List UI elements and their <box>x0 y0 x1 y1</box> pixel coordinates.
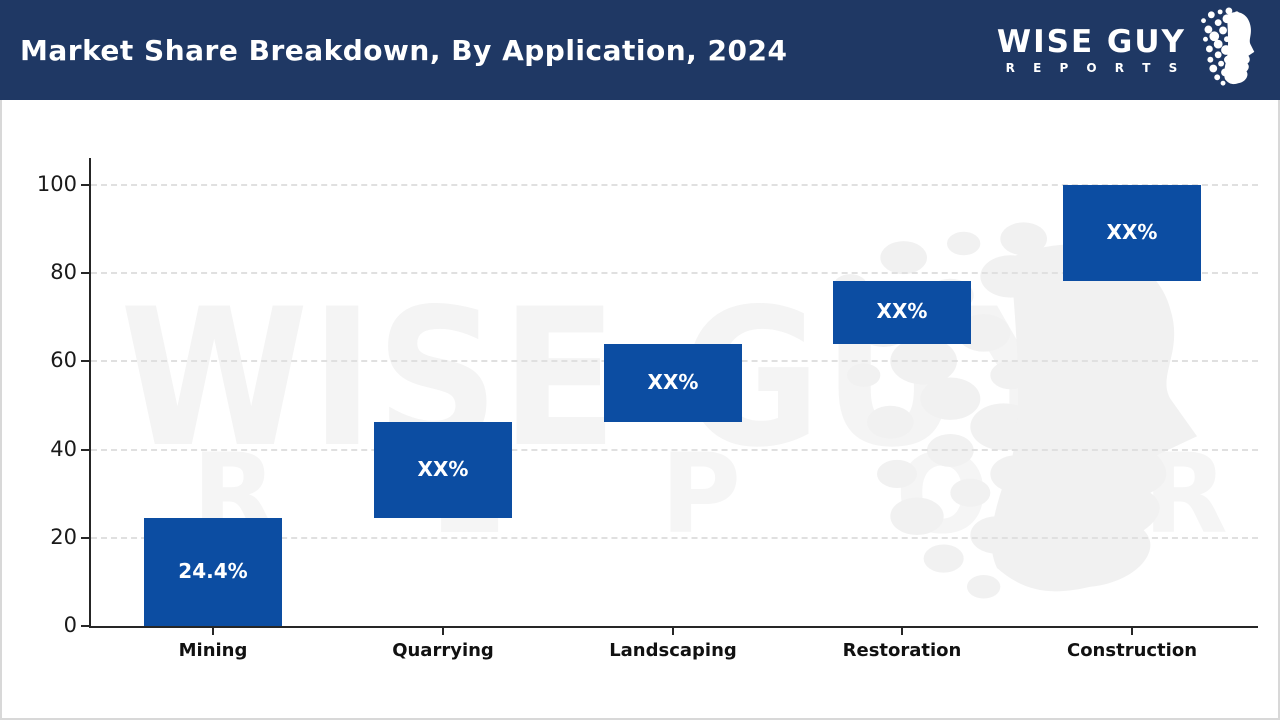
y-tick-80 <box>81 272 89 275</box>
chart-area: WISE GUY R E P O R T S 02040608010024.4%… <box>0 100 1280 720</box>
bar-value-label: XX% <box>417 457 469 482</box>
logo-subtitle: R E P O R T S <box>1005 60 1185 75</box>
x-tick-label-3: Restoration <box>842 640 962 661</box>
logo-text: WISE GUY R E P O R T S <box>996 23 1186 75</box>
y-tick-label-100: 100 <box>36 172 77 196</box>
y-tick-60 <box>81 360 89 363</box>
bar-value-label: XX% <box>1106 220 1158 245</box>
y-tick-40 <box>81 448 89 451</box>
y-tick-label-60: 60 <box>50 348 77 373</box>
y-axis <box>89 158 91 628</box>
bar-value-label: 24.4% <box>178 559 248 584</box>
gridline-100 <box>91 184 1258 186</box>
y-tick-label-20: 20 <box>50 524 77 549</box>
gridline-40 <box>91 448 1258 451</box>
x-tick-label-0: Mining <box>178 640 248 661</box>
face-profile-icon <box>1188 7 1262 93</box>
x-tick-3 <box>901 628 903 635</box>
bar-restoration <box>833 281 971 344</box>
x-tick-2 <box>672 628 674 635</box>
gridline-20 <box>91 536 1258 539</box>
y-tick-label-40: 40 <box>50 436 77 461</box>
y-tick-20 <box>81 536 89 539</box>
x-tick-label-1: Quarrying <box>392 640 494 661</box>
bar-construction <box>1063 185 1201 282</box>
x-axis <box>89 626 1258 628</box>
bar-quarrying <box>374 421 512 519</box>
bar-mining <box>144 518 282 626</box>
y-tick-label-0: 0 <box>63 613 77 637</box>
logo-wordmark: WISE GUY <box>996 23 1186 60</box>
bar-landscaping <box>604 343 742 422</box>
header-bar: Market Share Breakdown, By Application, … <box>0 0 1280 100</box>
bar-value-label: XX% <box>876 299 928 324</box>
x-tick-4 <box>1131 628 1133 635</box>
x-tick-0 <box>212 628 214 635</box>
page-title: Market Share Breakdown, By Application, … <box>20 33 788 67</box>
x-tick-label-2: Landscaping <box>609 640 737 661</box>
x-tick-label-4: Construction <box>1066 640 1198 661</box>
wise-guy-logo: WISE GUY R E P O R T S <box>997 7 1262 93</box>
x-tick-1 <box>442 628 444 635</box>
y-tick-100 <box>81 184 89 186</box>
y-tick-0 <box>81 625 89 627</box>
gridline-80 <box>91 272 1258 275</box>
y-tick-label-80: 80 <box>50 260 77 285</box>
bar-value-label: XX% <box>647 369 699 394</box>
